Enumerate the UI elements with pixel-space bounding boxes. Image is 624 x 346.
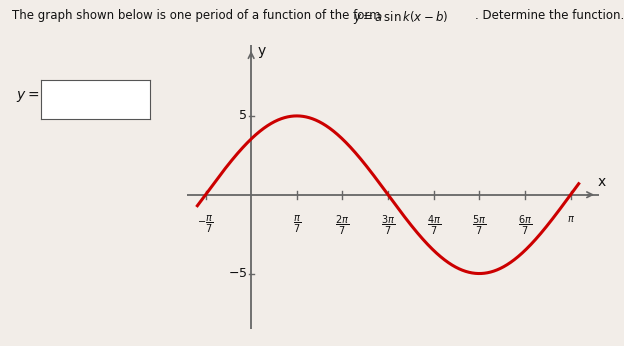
Text: $y = a\,\mathrm{sin}\,k(x - b)$: $y = a\,\mathrm{sin}\,k(x - b)$ — [353, 9, 448, 26]
Text: . Determine the function.: . Determine the function. — [475, 9, 624, 22]
Text: $\pi$: $\pi$ — [567, 213, 575, 224]
Text: $\dfrac{3\pi}{7}$: $\dfrac{3\pi}{7}$ — [381, 213, 395, 237]
Text: $\dfrac{4\pi}{7}$: $\dfrac{4\pi}{7}$ — [427, 213, 441, 237]
Text: $\dfrac{\pi}{7}$: $\dfrac{\pi}{7}$ — [293, 213, 301, 235]
Text: $\dfrac{6\pi}{7}$: $\dfrac{6\pi}{7}$ — [518, 213, 532, 237]
Text: x: x — [598, 175, 607, 189]
Text: $-5$: $-5$ — [228, 267, 247, 280]
Text: $\dfrac{2\pi}{7}$: $\dfrac{2\pi}{7}$ — [335, 213, 349, 237]
Text: $\dfrac{5\pi}{7}$: $\dfrac{5\pi}{7}$ — [472, 213, 486, 237]
Text: $5$: $5$ — [238, 109, 247, 122]
Text: $-\dfrac{\pi}{7}$: $-\dfrac{\pi}{7}$ — [197, 213, 213, 235]
Text: $y =$: $y =$ — [16, 89, 39, 104]
Text: The graph shown below is one period of a function of the form: The graph shown below is one period of a… — [12, 9, 389, 22]
Text: y: y — [257, 44, 265, 58]
